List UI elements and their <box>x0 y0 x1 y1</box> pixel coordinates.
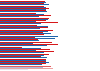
Bar <box>0 31 48 32</box>
Bar <box>0 14 44 15</box>
Bar <box>0 39 38 40</box>
Bar <box>0 45 47 46</box>
Bar <box>0 38 55 39</box>
Bar <box>0 8 49 9</box>
Bar <box>0 69 28 70</box>
Bar <box>0 1 45 2</box>
Bar <box>0 63 46 64</box>
Bar <box>0 7 46 8</box>
Bar <box>0 18 49 19</box>
Bar <box>0 40 39 41</box>
Bar <box>0 4 49 5</box>
Bar <box>0 20 46 21</box>
Bar <box>0 22 58 23</box>
Bar <box>0 51 54 52</box>
Bar <box>0 55 44 56</box>
Bar <box>0 57 47 58</box>
Bar <box>0 42 52 43</box>
Bar <box>0 49 50 50</box>
Bar <box>0 36 58 37</box>
Bar <box>0 25 37 26</box>
Bar <box>0 62 49 63</box>
Bar <box>0 28 40 29</box>
Bar <box>0 3 44 4</box>
Bar <box>0 32 43 33</box>
Bar <box>0 26 48 27</box>
Bar <box>0 16 39 17</box>
Bar <box>0 64 42 65</box>
Bar <box>0 47 22 48</box>
Bar <box>0 11 47 12</box>
Bar <box>0 33 51 34</box>
Bar <box>0 54 49 55</box>
Bar <box>0 66 51 67</box>
Bar <box>0 44 58 45</box>
Bar <box>0 56 41 57</box>
Bar <box>0 61 46 62</box>
Bar <box>0 10 46 11</box>
Bar <box>0 50 36 51</box>
Bar <box>0 6 44 7</box>
Bar <box>0 60 46 61</box>
Bar <box>0 37 35 38</box>
Bar <box>0 34 44 35</box>
Bar <box>0 19 48 20</box>
Bar <box>0 21 36 22</box>
Bar <box>0 27 48 28</box>
Bar <box>0 9 46 10</box>
Bar <box>0 52 44 53</box>
Bar <box>0 68 53 69</box>
Bar <box>0 59 46 60</box>
Bar <box>0 43 33 44</box>
Bar <box>0 2 46 3</box>
Bar <box>0 15 51 16</box>
Bar <box>0 48 41 49</box>
Bar <box>0 13 36 14</box>
Bar <box>0 35 52 36</box>
Bar <box>0 67 43 68</box>
Bar <box>0 23 41 24</box>
Bar <box>0 30 53 31</box>
